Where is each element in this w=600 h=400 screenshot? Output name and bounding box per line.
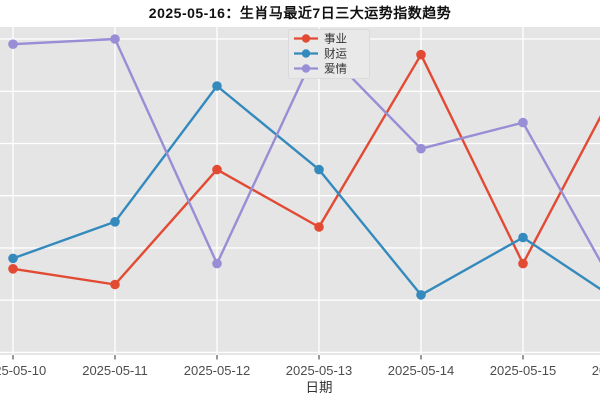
x-tick-label: 2025-05-16 <box>592 363 600 378</box>
x-tick-label: 2025-05-11 <box>82 363 148 378</box>
legend-label: 财运 <box>324 47 347 61</box>
legend-item-爱情: 爱情 <box>294 63 347 76</box>
series-事业 <box>8 49 600 290</box>
x-tick-label: 2025-05-13 <box>286 363 353 378</box>
data-point-marker <box>518 117 528 128</box>
data-point-marker <box>110 279 120 290</box>
data-point-marker <box>416 143 426 154</box>
data-point-marker <box>8 39 18 49</box>
data-point-marker <box>518 258 528 269</box>
legend-item-财运: 财运 <box>294 47 347 61</box>
data-point-marker <box>110 34 120 44</box>
x-tick-label: 2025-05-15 <box>490 363 557 378</box>
x-axis-ticks <box>12 355 524 360</box>
data-point-marker <box>110 217 120 227</box>
data-point-marker <box>416 49 426 60</box>
legend-label: 事业 <box>324 33 347 46</box>
legend-marker <box>301 49 311 58</box>
legend-item-事业: 事业 <box>294 33 347 46</box>
x-tick-label: 2025-05-10 <box>0 363 46 378</box>
legend-marker <box>301 64 311 73</box>
x-axis-tick-labels: 2025-05-10 2025-05-11 2025-05-12 2025-05-13… <box>0 363 600 378</box>
x-tick-label: 2025-05-12 <box>184 363 251 378</box>
legend-marker <box>301 34 311 43</box>
data-point-marker <box>314 222 324 232</box>
data-point-marker <box>8 253 18 264</box>
series-财运 <box>8 81 600 300</box>
data-point-marker <box>416 290 426 300</box>
chart-title: 2025-05-16：生肖马最近7日三大运势指数趋势 <box>148 5 452 21</box>
data-point-marker <box>314 164 324 175</box>
x-tick-label: 2025-05-14 <box>388 363 455 378</box>
x-axis-label: 日期 <box>306 380 333 395</box>
data-point-marker <box>212 258 222 269</box>
legend-label: 爱情 <box>324 63 347 76</box>
data-point-marker <box>8 264 18 274</box>
data-point-marker <box>212 164 222 175</box>
data-point-marker <box>518 232 528 243</box>
data-point-marker <box>212 81 222 91</box>
